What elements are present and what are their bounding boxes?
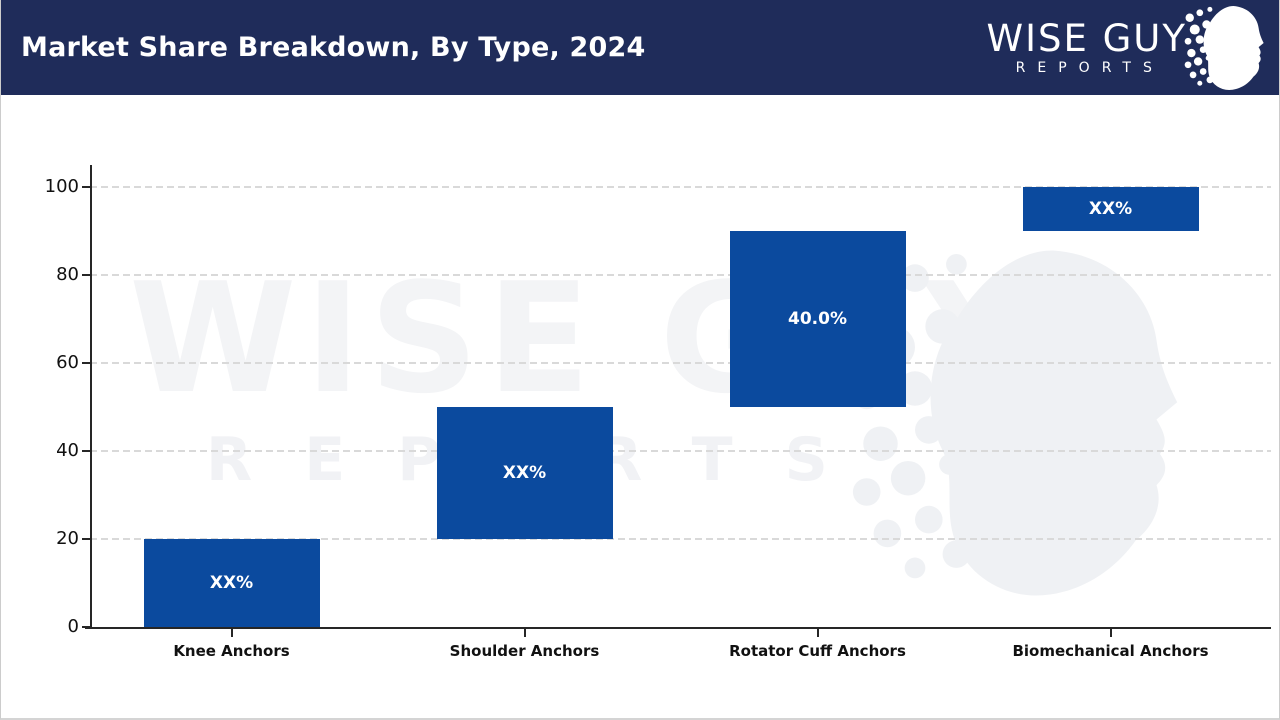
x-axis-category-label: Rotator Cuff Anchors [729,642,906,660]
logo-wordmark: WISE GUY [986,17,1187,60]
x-axis-category-label: Biomechanical Anchors [1012,642,1209,660]
bar-value-label: XX% [1088,199,1133,219]
logo-subtitle: REPORTS [1015,60,1164,76]
x-axis-tick-mark [1109,629,1112,637]
logo-text: WISE GUY REPORTS [986,17,1187,77]
head-profile-icon [1184,5,1264,90]
y-axis-tick-label: 20 [56,528,79,549]
y-axis-line [90,165,92,629]
x-axis-tick-mark [816,629,819,637]
y-axis-tick-label: 80 [56,264,79,285]
gridline-80 [90,274,1271,276]
bar-value-label: 40.0% [788,309,847,329]
gridline-20 [90,538,1271,540]
page-title: Market Share Breakdown, By Type, 2024 [21,32,646,63]
gridline-60 [90,362,1271,364]
y-axis-tick-mark [82,274,90,276]
gridline-100 [90,186,1271,188]
bar-value-label: XX% [502,463,547,483]
wise-guy-logo: WISE GUY REPORTS [987,4,1279,92]
y-axis-tick-label: 40 [56,440,79,461]
bar-biomechanical-anchors: XX% [1022,187,1199,231]
x-axis-tick-mark [230,629,233,637]
bar-knee-anchors: XX% [143,539,320,627]
x-axis-tick-mark [523,629,526,637]
y-axis-tick-label: 60 [56,352,79,373]
x-axis-category-label: Shoulder Anchors [449,642,600,660]
y-axis-tick-mark [82,362,90,364]
y-axis-tick-mark [82,450,90,452]
bar-shoulder-anchors: XX% [436,407,613,539]
y-axis-tick-label: 0 [67,616,79,637]
gridline-40 [90,450,1271,452]
x-axis-category-label: Knee Anchors [173,642,290,660]
bar-value-label: XX% [209,573,254,593]
y-axis-tick-mark [82,538,90,540]
x-axis-line [85,627,1271,629]
header: Market Share Breakdown, By Type, 2024 WI… [1,0,1279,95]
bar-rotator-cuff-anchors: 40.0% [729,231,906,407]
y-axis-tick-label: 100 [44,176,79,197]
y-axis-tick-mark [82,186,90,188]
